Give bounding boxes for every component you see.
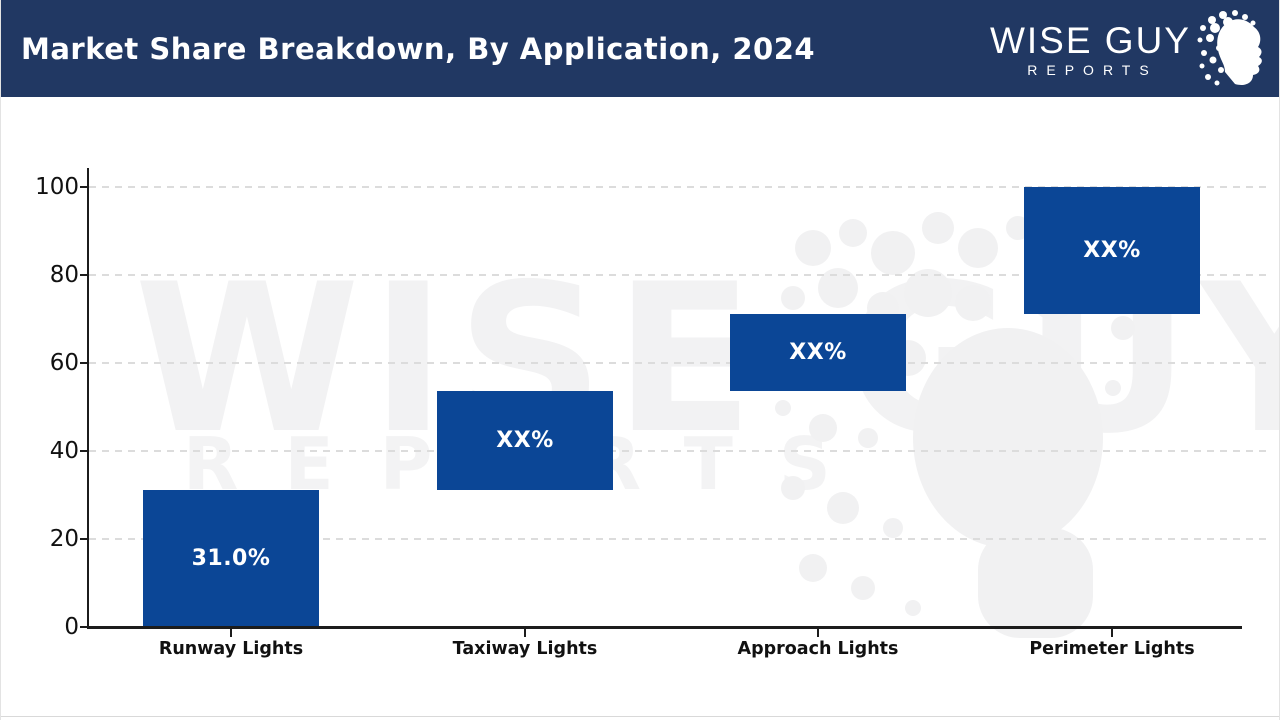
y-tick-mark [80,273,88,276]
x-tick-mark [524,629,526,637]
bar-value-label: XX% [496,428,554,454]
gridline-80 [89,273,1267,276]
y-tick-label: 100 [35,173,79,200]
y-tick-label: 40 [49,437,79,464]
bar-value-label: XX% [789,340,847,366]
bar-runway-lights: 31.0% [143,490,319,627]
y-tick-label: 20 [49,525,79,552]
y-tick-mark [80,449,88,452]
chart-title: Market Share Breakdown, By Application, … [21,31,816,66]
y-tick-mark [80,626,88,628]
x-axis-line [87,626,1242,629]
bottom-border [1,716,1279,717]
header-bar: Market Share Breakdown, By Application, … [1,0,1279,97]
logo-wordmark: WISE GUY [989,19,1191,61]
x-tick-label-approach-lights: Approach Lights [737,639,899,659]
bar-perimeter-lights: XX% [1024,186,1200,315]
logo-subtext: REPORTS [1027,61,1158,78]
logo-face-icon [1197,10,1262,86]
gridline-60 [89,361,1267,364]
gridline-100 [89,185,1267,188]
y-tick-label: 80 [49,261,79,288]
logo-wordmark-block: WISE GUY REPORTS [990,22,1191,77]
x-tick-mark [1111,629,1113,637]
x-tick-mark [817,629,819,637]
gridline-40 [89,449,1267,452]
y-axis-line [87,168,89,628]
gridline-20 [89,537,1267,540]
x-tick-mark [230,629,232,637]
y-tick-label: 60 [49,349,79,376]
bar-approach-lights: XX% [730,314,906,392]
y-tick-mark [80,361,88,364]
y-tick-label: 0 [64,614,79,640]
y-tick-mark [80,185,88,188]
x-tick-label-perimeter-lights: Perimeter Lights [1029,639,1195,659]
x-tick-label-taxiway-lights: Taxiway Lights [452,639,598,659]
y-tick-mark [80,537,88,540]
bar-taxiway-lights: XX% [437,391,613,491]
bar-value-label: 31.0% [191,546,271,572]
wise-guy-reports-logo: WISE GUY REPORTS [990,10,1269,88]
x-tick-label-runway-lights: Runway Lights [158,639,304,659]
bar-value-label: XX% [1083,237,1141,263]
